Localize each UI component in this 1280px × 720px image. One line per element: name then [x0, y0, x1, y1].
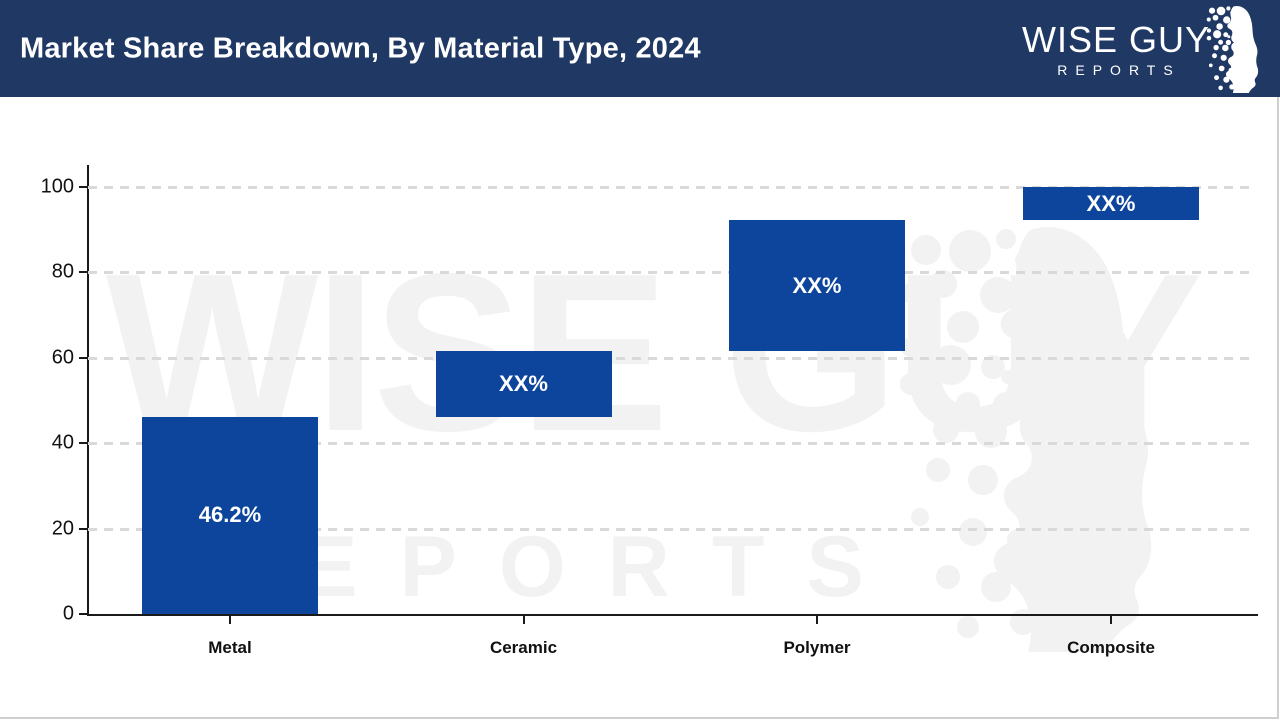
bar-value-label: XX% — [792, 272, 842, 298]
logo-face-icon — [1206, 6, 1259, 93]
y-tick-label-20: 20 — [51, 517, 74, 540]
y-tick-label-0: 0 — [62, 602, 74, 625]
bar-metal: 46.2% — [142, 416, 318, 614]
x-tick-polymer — [816, 616, 818, 624]
x-tick-label-polymer: Polymer — [783, 638, 851, 657]
gridline-40 — [88, 442, 1256, 446]
header-bar: Market Share Breakdown, By Material Type… — [0, 0, 1280, 97]
logo-wordmark: WISE GUY — [1021, 18, 1210, 60]
y-tick-60 — [79, 356, 87, 359]
wise-guy-reports-logo: WISE GUY REPORTS — [1022, 4, 1272, 94]
y-tick-20 — [79, 527, 87, 530]
gridline-60 — [88, 356, 1256, 360]
logo-text: WISE GUY REPORTS — [1021, 18, 1210, 78]
x-tick-ceramic — [522, 616, 525, 624]
bar-value-label: 46.2% — [198, 502, 262, 528]
x-tick-metal — [229, 616, 231, 624]
gridline-80 — [88, 271, 1256, 275]
y-tick-label-80: 80 — [51, 260, 74, 283]
y-tick-80 — [79, 271, 87, 274]
gridline-100 — [88, 186, 1256, 189]
x-tick-composite — [1110, 616, 1112, 624]
y-tick-label-40: 40 — [51, 431, 74, 454]
x-tick-label-ceramic: Ceramic — [489, 638, 558, 657]
page-title: Market Share Breakdown, By Material Type… — [20, 32, 701, 64]
y-tick-0 — [79, 613, 87, 615]
bar-ceramic: XX% — [435, 351, 612, 417]
y-axis-line — [87, 165, 89, 616]
x-axis-line — [87, 614, 1258, 616]
x-tick-label-composite: Composite — [1067, 638, 1155, 657]
logo-subtitle: REPORTS — [1057, 61, 1181, 78]
bar-value-label: XX% — [499, 371, 548, 397]
x-tick-label-metal: Metal — [208, 638, 252, 657]
y-tick-label-100: 100 — [40, 175, 74, 198]
bar-polymer: XX% — [729, 220, 905, 352]
gridline-20 — [88, 527, 1256, 531]
y-tick-40 — [79, 442, 87, 445]
bar-composite: XX% — [1023, 187, 1199, 221]
bar-value-label: XX% — [1086, 190, 1136, 216]
y-tick-label-60: 60 — [51, 346, 74, 369]
y-tick-100 — [79, 186, 87, 188]
